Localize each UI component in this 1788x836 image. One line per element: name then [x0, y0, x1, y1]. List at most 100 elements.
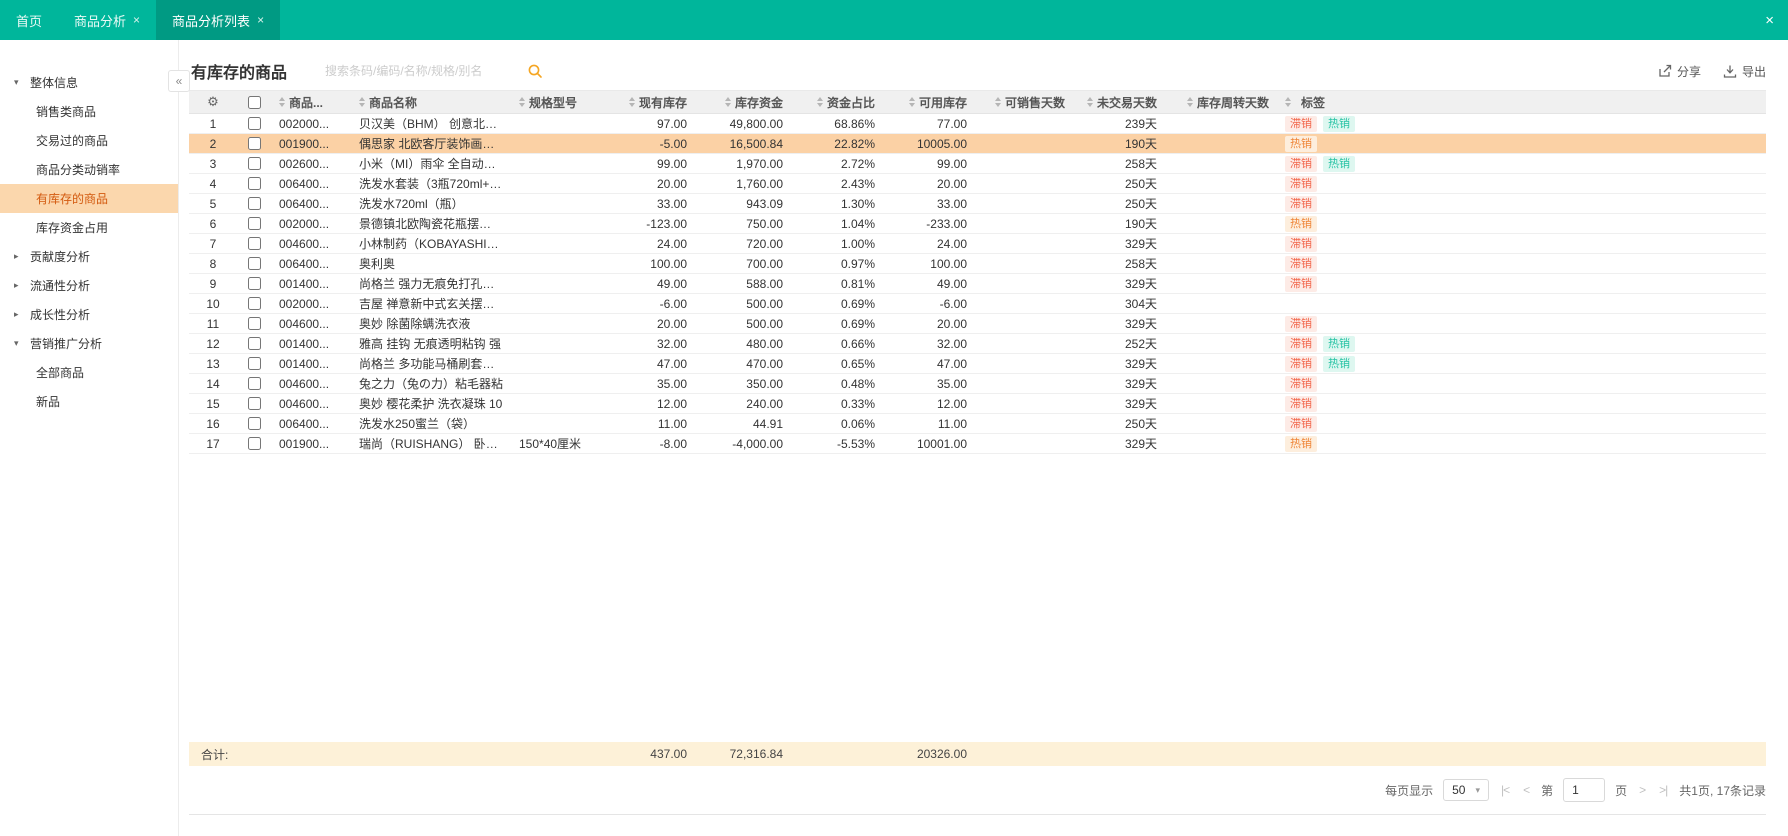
table-row[interactable]: 9 001400... 尚格兰 强力无痕免打孔浴室 49.00 588.00 0…	[189, 274, 1766, 294]
share-button[interactable]: 分享	[1658, 63, 1701, 80]
table-row[interactable]: 2 001900... 偶思家 北欧客厅装饰画卧室 -5.00 16,500.8…	[189, 134, 1766, 154]
table-body: 1 002000... 贝汉美（BHM） 创意北欧陶瓷 97.00 49,800…	[189, 114, 1766, 454]
cell-code: 006400...	[279, 176, 330, 191]
row-index: 17	[206, 436, 220, 451]
sidebar-item-traded-products[interactable]: 交易过的商品	[36, 134, 109, 148]
sidebar-group-overall-header[interactable]: ▾ 整体信息	[0, 68, 178, 97]
sidebar-item-new-products[interactable]: 新品	[36, 395, 61, 409]
col-header-product-code[interactable]: 商品...	[271, 94, 351, 111]
row-checkbox[interactable]	[247, 137, 261, 150]
cell-no-trade-days: 329天	[1124, 357, 1157, 371]
row-checkbox[interactable]	[247, 237, 261, 250]
col-header-current-stock[interactable]: 现有库存	[607, 94, 695, 111]
sidebar-group-contribution-header[interactable]: ▸ 贡献度分析	[0, 242, 178, 271]
row-checkbox[interactable]	[247, 437, 261, 450]
table-row[interactable]: 10 002000... 吉屋 禅意新中式玄关摆件客 -6.00 500.00 …	[189, 294, 1766, 314]
search-bar	[325, 63, 543, 79]
tag-badge: 热销	[1323, 155, 1355, 172]
sidebar-item-in-stock-products[interactable]: 有库存的商品	[0, 184, 178, 213]
prev-page-button[interactable]: <	[1523, 783, 1530, 797]
table-row[interactable]: 15 004600... 奥妙 樱花柔护 洗衣凝珠 10 12.00 240.0…	[189, 394, 1766, 414]
row-checkbox[interactable]	[247, 177, 261, 190]
table-row[interactable]: 14 004600... 兔之力（兔の力）粘毛器粘 35.00 350.00 0…	[189, 374, 1766, 394]
tab-product-analysis[interactable]: 商品分析 ×	[58, 0, 156, 40]
cell-ratio: 0.65%	[840, 356, 875, 371]
row-index: 10	[206, 296, 220, 311]
row-checkbox[interactable]	[247, 397, 261, 410]
row-checkbox[interactable]	[247, 277, 261, 290]
cell-ratio: 0.97%	[840, 256, 875, 271]
col-header-turnover-days[interactable]: 库存周转天数	[1165, 94, 1277, 111]
table-row[interactable]: 11 004600... 奥妙 除菌除螨洗衣液 20.00 500.00 0.6…	[189, 314, 1766, 334]
sidebar-group-growth-header[interactable]: ▸ 成长性分析	[0, 300, 178, 329]
sidebar-item-category-sale-rate[interactable]: 商品分类动销率	[36, 163, 121, 177]
table-row[interactable]: 16 006400... 洗发水250蜜兰（袋） 11.00 44.91 0.0…	[189, 414, 1766, 434]
table-row[interactable]: 4 006400... 洗发水套装（3瓶720ml+1瓶 20.00 1,760…	[189, 174, 1766, 194]
page-number-input[interactable]	[1563, 778, 1606, 802]
search-icon[interactable]	[527, 63, 543, 79]
window-close-icon[interactable]: ×	[1765, 11, 1774, 29]
col-header-product-name[interactable]: 商品名称	[351, 94, 511, 111]
table-row[interactable]: 8 006400... 奥利奥 100.00 700.00 0.97% 100.…	[189, 254, 1766, 274]
records-summary: 共1页, 17条记录	[1679, 783, 1766, 798]
cell-tags: 热销	[1277, 435, 1766, 452]
tab-product-analysis-list[interactable]: 商品分析列表 ×	[156, 0, 281, 40]
sidebar-item-all-products[interactable]: 全部商品	[36, 366, 85, 380]
col-header-fund-ratio[interactable]: 资金占比	[791, 94, 883, 111]
row-checkbox[interactable]	[247, 257, 261, 270]
col-header-available-stock[interactable]: 可用库存	[883, 94, 975, 111]
row-checkbox[interactable]	[247, 357, 261, 370]
cell-no-trade-days: 190天	[1124, 137, 1157, 151]
row-checkbox[interactable]	[247, 317, 261, 330]
cell-stock: 97.00	[656, 116, 687, 131]
next-page-button[interactable]: >	[1639, 783, 1646, 797]
cell-no-trade-days: 258天	[1124, 157, 1157, 171]
cell-name: 洗发水250蜜兰（袋）	[359, 417, 476, 431]
row-checkbox[interactable]	[247, 157, 261, 170]
sidebar-group-circulation-header[interactable]: ▸ 流通性分析	[0, 271, 178, 300]
chevron-down-icon: ▾	[14, 338, 19, 348]
cell-tags: 滞销	[1277, 175, 1766, 192]
table-row[interactable]: 1 002000... 贝汉美（BHM） 创意北欧陶瓷 97.00 49,800…	[189, 114, 1766, 134]
col-header-stock-fund[interactable]: 库存资金	[695, 94, 791, 111]
tab-home[interactable]: 首页	[0, 0, 58, 40]
col-header-sellable-days[interactable]: 可销售天数	[975, 94, 1073, 111]
sidebar-collapse-button[interactable]: «	[168, 70, 190, 92]
col-header-no-trade-days[interactable]: 未交易天数	[1073, 94, 1165, 111]
row-checkbox[interactable]	[247, 197, 261, 210]
page-size-select[interactable]: 50 ▾	[1443, 779, 1489, 801]
search-input[interactable]	[325, 64, 522, 78]
table-row[interactable]: 6 002000... 景德镇北欧陶瓷花瓶摆件 优 -123.00 750.00…	[189, 214, 1766, 234]
table-row[interactable]: 7 004600... 小林制药（KOBAYASHI）日 24.00 720.0…	[189, 234, 1766, 254]
sidebar-item-stock-fund-usage[interactable]: 库存资金占用	[36, 221, 109, 235]
cell-available: 20.00	[936, 176, 967, 191]
last-page-button[interactable]: >|	[1659, 783, 1668, 797]
close-icon[interactable]: ×	[257, 13, 265, 27]
cell-ratio: 0.48%	[840, 376, 875, 391]
select-all-checkbox[interactable]	[247, 95, 261, 109]
export-button[interactable]: 导出	[1723, 63, 1766, 80]
row-checkbox[interactable]	[247, 337, 261, 350]
gear-icon[interactable]: ⚙	[207, 94, 219, 109]
row-checkbox[interactable]	[247, 417, 261, 430]
cell-code: 002600...	[279, 156, 330, 171]
close-icon[interactable]: ×	[133, 13, 141, 27]
row-checkbox[interactable]	[247, 217, 261, 230]
sidebar-group-marketing-header[interactable]: ▾ 营销推广分析	[0, 329, 178, 358]
col-header-tags[interactable]: 标签	[1277, 94, 1766, 111]
sidebar-item-sales-products[interactable]: 销售类商品	[36, 105, 97, 119]
table-row[interactable]: 13 001400... 尚格兰 多功能马桶刷套装 免 47.00 470.00…	[189, 354, 1766, 374]
table-row[interactable]: 12 001400... 雅高 挂钩 无痕透明粘钩 强 32.00 480.00…	[189, 334, 1766, 354]
first-page-button[interactable]: |<	[1500, 783, 1510, 797]
row-checkbox[interactable]	[247, 117, 261, 130]
table-row[interactable]: 5 006400... 洗发水720ml（瓶） 33.00 943.09 1.3…	[189, 194, 1766, 214]
col-header-spec[interactable]: 规格型号	[511, 94, 607, 111]
row-index: 8	[209, 256, 217, 271]
cell-fund: 500.00	[746, 316, 783, 331]
table-row[interactable]: 3 002600... 小米（MI）雨伞 全自动折叠 99.00 1,970.0…	[189, 154, 1766, 174]
cell-name: 小林制药（KOBAYASHI）日	[359, 237, 511, 251]
row-checkbox[interactable]	[247, 377, 261, 390]
cell-code: 004600...	[279, 376, 330, 391]
row-checkbox[interactable]	[247, 297, 261, 310]
table-row[interactable]: 17 001900... 瑞尚（RUISHANG） 卧室装 150*40厘米 -…	[189, 434, 1766, 454]
